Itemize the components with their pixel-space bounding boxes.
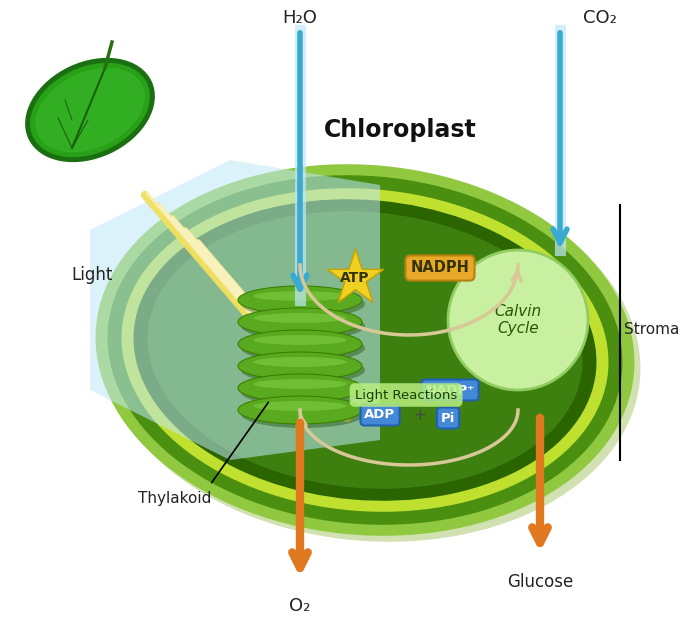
Ellipse shape <box>238 352 362 380</box>
Ellipse shape <box>122 188 608 512</box>
Ellipse shape <box>253 313 346 323</box>
Text: CO₂: CO₂ <box>583 9 617 27</box>
Ellipse shape <box>253 335 346 345</box>
Text: Light: Light <box>71 266 113 284</box>
Text: Stroma: Stroma <box>624 323 680 337</box>
Ellipse shape <box>238 330 362 358</box>
Ellipse shape <box>134 199 596 500</box>
Ellipse shape <box>448 250 588 390</box>
Text: Light Reactions: Light Reactions <box>355 388 457 401</box>
Ellipse shape <box>238 374 362 402</box>
Text: +: + <box>414 408 426 422</box>
Text: Pi: Pi <box>441 412 455 424</box>
Text: ATP: ATP <box>340 271 370 285</box>
Ellipse shape <box>108 175 622 525</box>
Ellipse shape <box>241 400 365 428</box>
Ellipse shape <box>253 379 346 389</box>
Text: Glucose: Glucose <box>507 573 573 591</box>
Text: Thylakoid: Thylakoid <box>139 490 211 506</box>
Ellipse shape <box>241 356 365 384</box>
Text: Calvin
Cycle: Calvin Cycle <box>494 304 542 336</box>
Ellipse shape <box>95 164 634 536</box>
Ellipse shape <box>241 290 365 318</box>
Ellipse shape <box>102 170 640 542</box>
Text: NADPH: NADPH <box>411 260 470 275</box>
Ellipse shape <box>238 286 362 314</box>
Point <box>349 273 360 283</box>
Ellipse shape <box>30 63 150 157</box>
Ellipse shape <box>241 378 365 406</box>
Text: NADP⁺: NADP⁺ <box>426 383 475 397</box>
Ellipse shape <box>253 291 346 301</box>
Ellipse shape <box>253 401 346 411</box>
Ellipse shape <box>241 312 365 340</box>
Ellipse shape <box>238 308 362 336</box>
Ellipse shape <box>241 334 365 362</box>
Text: O₂: O₂ <box>289 597 311 615</box>
Ellipse shape <box>35 68 145 152</box>
Text: Chloroplast: Chloroplast <box>323 118 477 142</box>
Text: ADP: ADP <box>365 408 395 422</box>
Ellipse shape <box>238 396 362 424</box>
Polygon shape <box>90 160 380 460</box>
Text: H₂O: H₂O <box>283 9 317 27</box>
Ellipse shape <box>148 211 582 489</box>
Ellipse shape <box>25 58 155 162</box>
Ellipse shape <box>253 357 346 367</box>
